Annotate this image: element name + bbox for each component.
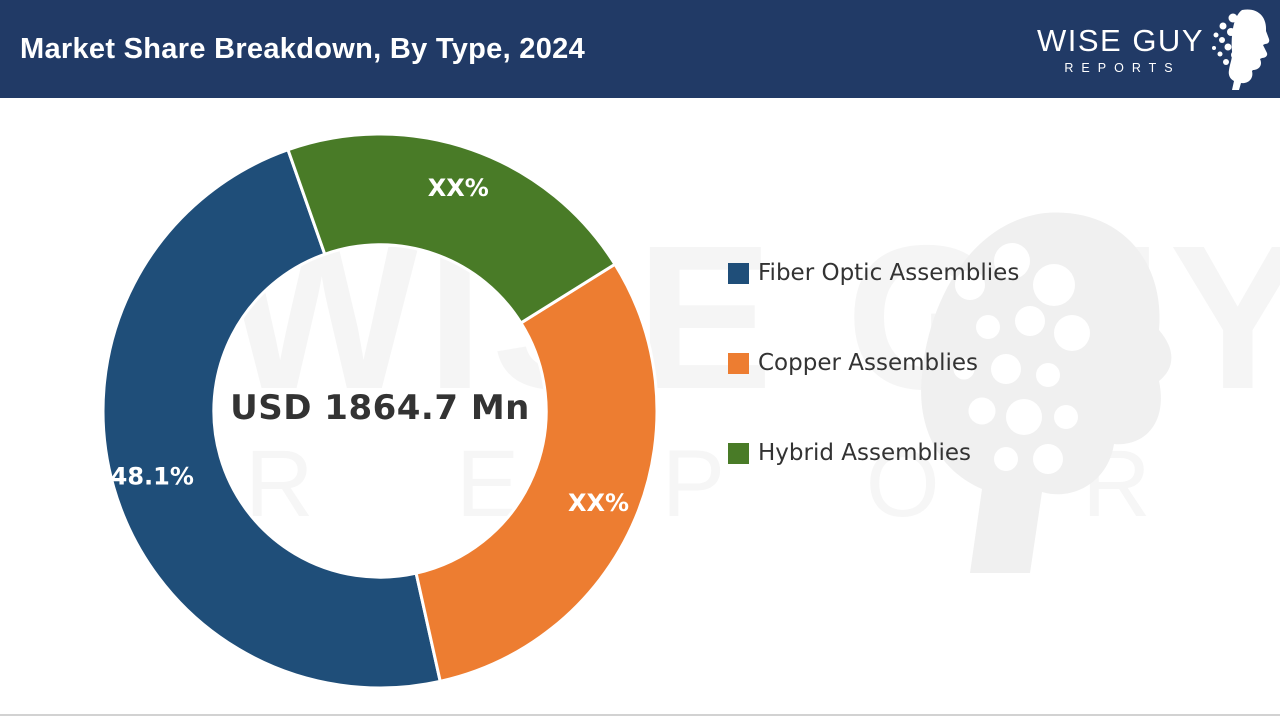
logo-name: WISE GUY — [1036, 23, 1204, 58]
chart-legend: Fiber Optic Assemblies Copper Assemblies… — [728, 256, 1019, 526]
legend-label: Copper Assemblies — [758, 350, 979, 376]
donut-segment-0 — [101, 148, 442, 690]
header-bar: Market Share Breakdown, By Type, 2024 WI… — [0, 0, 1280, 98]
bottom-divider — [0, 714, 1280, 716]
legend-swatch-copper — [728, 352, 749, 374]
logo-tagline: REPORTS — [1064, 61, 1181, 75]
donut-segment-1 — [414, 262, 659, 683]
donut-chart: 48.1% XX% XX% — [101, 132, 659, 690]
slice-label-2: XX% — [428, 174, 489, 202]
logo-face-icon — [1212, 9, 1270, 90]
legend-item-hybrid-assemblies: Hybrid Assemblies — [728, 436, 1019, 470]
legend-label: Fiber Optic Assemblies — [758, 260, 1020, 286]
page-title: Market Share Breakdown, By Type, 2024 — [20, 32, 586, 65]
logo-text: WISE GUY REPORTS — [1037, 23, 1204, 75]
watermark-head-graphic — [921, 212, 1172, 574]
legend-swatch-fiber-optic — [728, 262, 749, 284]
legend-item-copper-assemblies: Copper Assemblies — [728, 346, 1019, 380]
legend-label: Hybrid Assemblies — [758, 440, 972, 466]
donut-center-value: USD 1864.7 Mn — [230, 388, 530, 428]
slice-label-0: 48.1% — [111, 463, 194, 491]
legend-item-fiber-optic-assemblies: Fiber Optic Assemblies — [728, 256, 1019, 290]
wiseguy-logo: WISE GUY REPORTS — [1037, 0, 1270, 98]
donut-segment-2 — [286, 132, 617, 325]
slice-label-1: XX% — [568, 489, 629, 517]
legend-swatch-hybrid — [728, 442, 749, 464]
